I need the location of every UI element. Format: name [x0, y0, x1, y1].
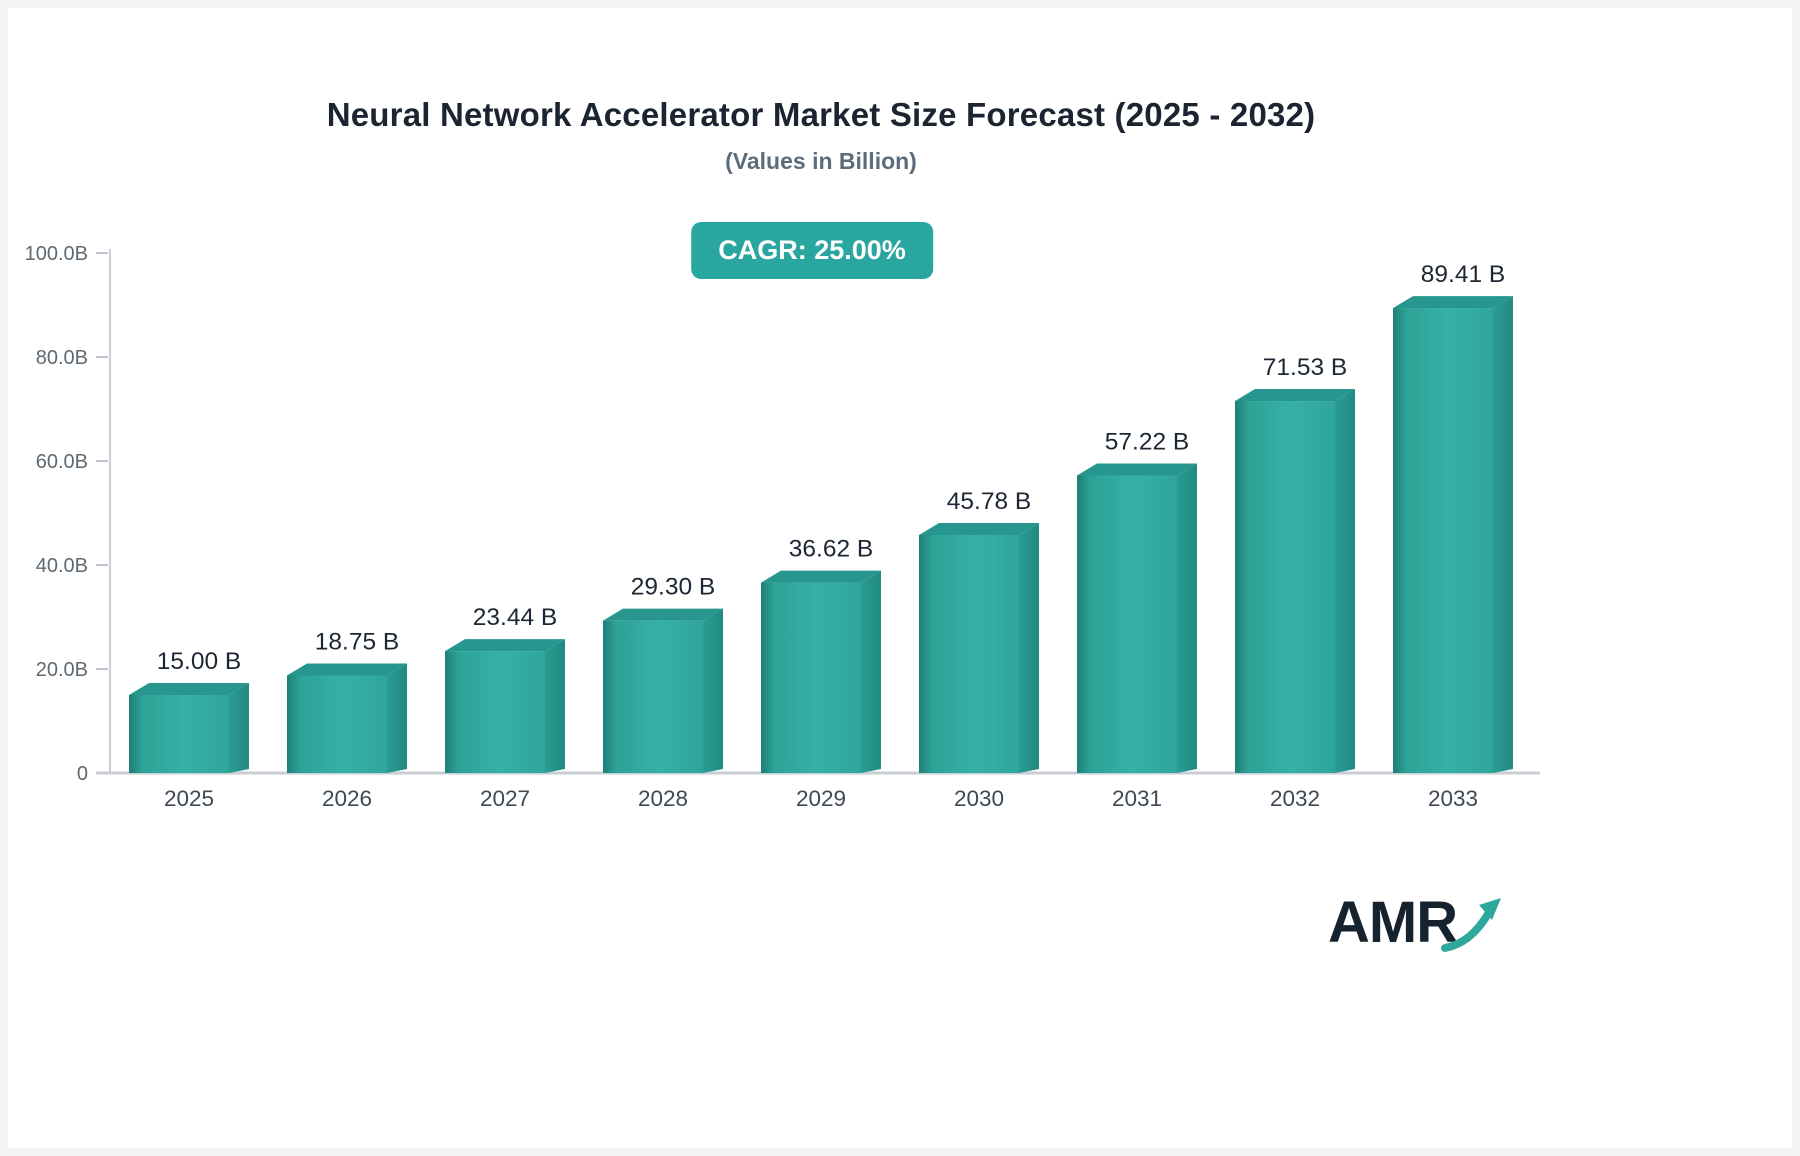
y-tick-label: 20.0B	[36, 659, 88, 681]
x-tick-label: 2029	[796, 786, 846, 811]
bar-front	[761, 582, 861, 773]
bar-value-label: 18.75 B	[315, 629, 399, 656]
bar-top-face	[1077, 463, 1197, 476]
bar-side-face	[861, 570, 881, 773]
cagr-badge: CAGR: 25.00%	[691, 222, 933, 279]
x-tick-label: 2031	[1112, 786, 1162, 811]
chart-title: Neural Network Accelerator Market Size F…	[326, 96, 1316, 133]
bar-front	[1393, 308, 1493, 773]
bar-side-face	[1019, 522, 1039, 773]
bar-front	[1077, 475, 1177, 773]
bar-side-face	[387, 663, 407, 773]
bar-value-label: 15.00 B	[157, 648, 241, 675]
bar-top-face	[1235, 389, 1355, 402]
bar-value-label: 29.30 B	[631, 574, 715, 601]
y-tick-label: 40.0B	[36, 555, 88, 577]
x-tick-label: 2026	[322, 786, 372, 811]
bar-side-face	[545, 639, 565, 773]
bar-side-face	[229, 683, 249, 773]
y-tick-label: 60.0B	[36, 451, 88, 473]
bar-front	[603, 620, 703, 773]
bar-value-label: 36.62 B	[789, 536, 873, 563]
bar-top-face	[919, 522, 1039, 535]
bar-front	[287, 675, 387, 773]
bar-side-face	[1335, 389, 1355, 773]
x-tick-label: 2032	[1270, 786, 1320, 811]
bar-value-label: 57.22 B	[1105, 428, 1189, 455]
bar-top-face	[129, 683, 249, 695]
x-tick-label: 2033	[1428, 786, 1478, 811]
bar-top-face	[287, 663, 407, 676]
bar-front	[1235, 401, 1335, 773]
y-tick-label: 0	[77, 763, 88, 785]
amr-logo: AMR	[1328, 894, 1505, 958]
bar-value-label: 89.41 B	[1421, 261, 1505, 288]
x-tick-label: 2028	[638, 786, 688, 811]
bar-side-face	[1493, 296, 1513, 773]
bar-front	[445, 651, 545, 773]
bar-top-face	[603, 608, 723, 621]
x-tick-label: 2025	[164, 786, 214, 811]
bar-front	[919, 534, 1019, 773]
y-tick-label: 80.0B	[36, 347, 88, 369]
amr-logo-text: AMR	[1328, 890, 1458, 955]
bar-side-face	[1177, 463, 1197, 773]
bar-value-label: 23.44 B	[473, 604, 557, 631]
bar-top-face	[1393, 296, 1513, 309]
chart-subtitle: (Values in Billion)	[725, 148, 917, 174]
bar-top-face	[761, 570, 881, 583]
bar-value-label: 45.78 B	[947, 488, 1031, 515]
bar-value-label: 71.53 B	[1263, 354, 1347, 381]
y-tick-label: 100.0B	[25, 243, 88, 265]
bar-front	[129, 695, 229, 773]
bar-side-face	[703, 608, 723, 773]
x-tick-label: 2027	[480, 786, 530, 811]
bar-top-face	[445, 639, 565, 652]
amr-logo-arrow-icon	[1441, 898, 1502, 952]
x-tick-label: 2030	[954, 786, 1004, 811]
